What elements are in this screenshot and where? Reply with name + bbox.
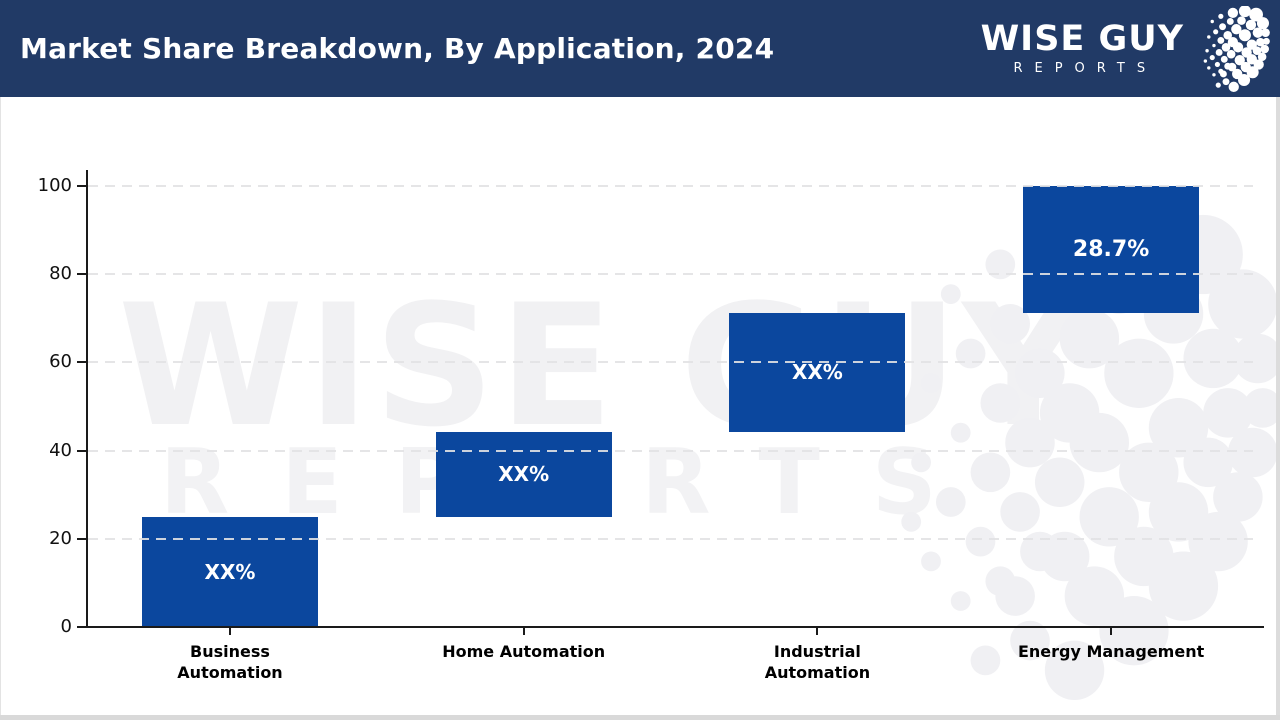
x-tick-3 (1110, 628, 1113, 635)
y-tick-80 (77, 273, 86, 276)
frame-edge-left (0, 97, 1, 720)
y-axis-line (86, 170, 88, 628)
x-category-label: Home Automation (377, 641, 671, 662)
gridline-100 (88, 185, 1253, 187)
x-category-label-line: Home Automation (442, 642, 606, 661)
bar-value-label: XX% (498, 462, 550, 487)
y-tick-label: 0 (60, 616, 72, 637)
x-category-label-line: Energy Management (1017, 642, 1205, 661)
x-tick-1 (522, 628, 525, 635)
y-tick-0 (77, 626, 86, 628)
x-category-label: Energy Management (964, 641, 1258, 662)
x-category-label-line: Automation (764, 663, 871, 683)
frame-edge-right (1276, 97, 1280, 720)
gridline-80 (88, 273, 1253, 276)
x-axis-line (86, 626, 1264, 628)
y-tick-60 (77, 361, 86, 364)
bar-value-label: 28.7% (1072, 236, 1150, 262)
y-tick-40 (77, 449, 86, 452)
y-tick-label: 40 (49, 439, 72, 461)
bar-industrial-automation: XX% (729, 312, 906, 432)
gridline-20 (88, 537, 1253, 540)
bar-energy-management: 28.7% (1023, 186, 1200, 313)
y-tick-label: 60 (49, 351, 72, 373)
header: Market Share Breakdown, By Application, … (0, 0, 1280, 97)
bar-value-label: XX% (204, 559, 256, 584)
gridline-60 (88, 361, 1253, 364)
bar-home-automation: XX% (435, 431, 612, 517)
x-category-label-line: Business (190, 642, 270, 661)
y-tick-label: 20 (49, 527, 72, 549)
x-category-label: Industrial Automation (670, 641, 964, 683)
x-tick-2 (816, 628, 819, 635)
wise-guy-reports-logo: WISE GUY REPORTS (980, 5, 1270, 92)
y-tick-20 (77, 537, 86, 540)
x-category-label-line: Industrial (773, 642, 861, 661)
y-tick-label: 100 (37, 175, 72, 196)
frame-edge-bottom (0, 715, 1280, 720)
x-category-label-line: Automation (177, 663, 283, 683)
logo-primary-text: WISE GUY (980, 18, 1184, 59)
bar-value-label: XX% (791, 360, 843, 385)
logo-secondary-text: REPORTS (1013, 60, 1158, 76)
logo-text: WISE GUY REPORTS (980, 18, 1184, 76)
x-tick-0 (229, 628, 231, 635)
bar-business-automation: XX% (142, 516, 318, 627)
y-tick-100 (77, 185, 86, 187)
chart-title: Market Share Breakdown, By Application, … (20, 32, 775, 65)
y-tick-label: 80 (49, 263, 72, 285)
gridline-40 (88, 449, 1253, 452)
x-category-label: Business Automation (83, 641, 377, 683)
dotted-head-icon (1203, 5, 1270, 92)
